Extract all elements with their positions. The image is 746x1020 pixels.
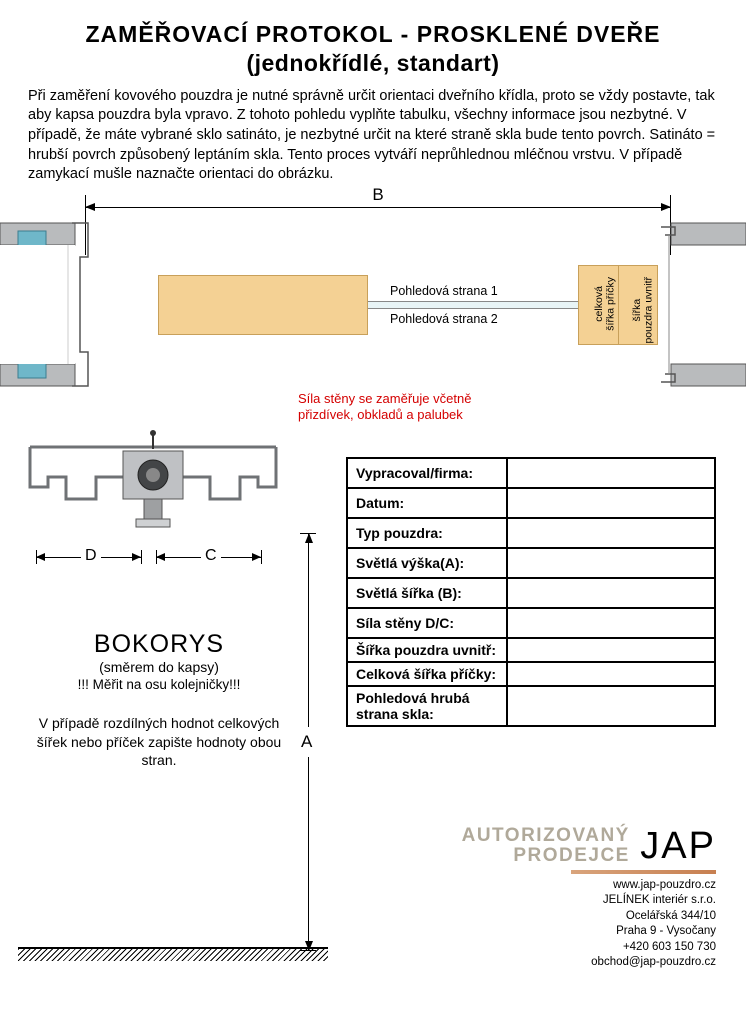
dim-A-label: A bbox=[301, 727, 312, 757]
dim-B-label: B bbox=[364, 185, 391, 205]
row-value[interactable] bbox=[507, 488, 715, 518]
bokorys-title: BOKORYS bbox=[24, 630, 294, 659]
glass-pane bbox=[368, 301, 581, 309]
row-label: Světlá šířka (B): bbox=[347, 578, 507, 608]
label-vert-1: celkovášířka příčky bbox=[594, 277, 617, 331]
auth-line1: AUTORIZOVANÝ bbox=[462, 826, 630, 846]
contact-city: Praha 9 - Vysočany bbox=[416, 924, 716, 940]
row-label: Světlá výška(A): bbox=[347, 548, 507, 578]
bokorys-warn: !!! Měřit na osu kolejničky!!! bbox=[24, 677, 294, 692]
bokorys-sub: (směrem do kapsy) bbox=[24, 659, 294, 675]
row-value[interactable] bbox=[507, 686, 715, 726]
floor-hatch bbox=[18, 947, 328, 961]
row-label: Typ pouzdra: bbox=[347, 518, 507, 548]
dimension-A: A bbox=[296, 533, 318, 951]
row-value[interactable] bbox=[507, 518, 715, 548]
door-leaf bbox=[158, 275, 368, 335]
row-label: Šířka pouzdra uvnitř: bbox=[347, 638, 507, 662]
wall-left-svg bbox=[0, 217, 95, 392]
label-ps2: Pohledová strana 2 bbox=[390, 312, 498, 326]
title-line2: (jednokřídlé, standart) bbox=[28, 50, 718, 77]
contact-phone: +420 603 150 730 bbox=[416, 940, 716, 956]
row-label: Pohledová hrubá strana skla: bbox=[347, 686, 507, 726]
wall-right-svg bbox=[661, 217, 746, 392]
intro-text: Při zaměření kovového pouzdra je nutné s… bbox=[28, 87, 718, 185]
footer: AUTORIZOVANÝ PRODEJCE JAP www.jap-pouzdr… bbox=[416, 825, 716, 971]
row-value[interactable] bbox=[507, 548, 715, 578]
row-value[interactable] bbox=[507, 638, 715, 662]
cross-section-svg bbox=[28, 427, 278, 542]
label-vert-2: šířkapouzdra uvnitř bbox=[632, 277, 655, 344]
dimension-DC: D C bbox=[36, 543, 266, 573]
title-line1: ZAMĚŘOVACÍ PROTOKOL - PROSKLENÉ DVEŘE bbox=[28, 20, 718, 50]
row-label: Vypracoval/firma: bbox=[347, 458, 507, 488]
contact-web: www.jap-pouzdro.cz bbox=[416, 878, 716, 894]
brand-bar bbox=[571, 870, 716, 874]
dim-D-label: D bbox=[81, 547, 101, 565]
row-value[interactable] bbox=[507, 608, 715, 638]
brand-jap: JAP bbox=[640, 825, 716, 868]
auth-line2: PRODEJCE bbox=[462, 846, 630, 866]
row-label: Datum: bbox=[347, 488, 507, 518]
form-table: Vypracoval/firma: Datum: Typ pouzdra: Sv… bbox=[346, 457, 716, 727]
label-ps1: Pohledová strana 1 bbox=[390, 284, 498, 298]
row-value[interactable] bbox=[507, 662, 715, 686]
dimension-B: B bbox=[85, 191, 671, 213]
row-value[interactable] bbox=[507, 458, 715, 488]
top-diagram: B Pohledová strana 1 Pohledová strana 2 … bbox=[0, 185, 746, 425]
row-label: Síla stěny D/C: bbox=[347, 608, 507, 638]
dim-C-label: C bbox=[201, 547, 221, 565]
row-value[interactable] bbox=[507, 578, 715, 608]
row-label: Celková šířka příčky: bbox=[347, 662, 507, 686]
contact-company: JELÍNEK interiér s.r.o. bbox=[416, 893, 716, 909]
bokorys-note: V případě rozdílných hodnot celkových ší… bbox=[24, 714, 294, 771]
contact-email: obchod@jap-pouzdro.cz bbox=[416, 955, 716, 971]
contact-street: Ocelářská 344/10 bbox=[416, 909, 716, 925]
red-note: Síla stěny se zaměřuje včetně přizdívek,… bbox=[298, 391, 471, 424]
